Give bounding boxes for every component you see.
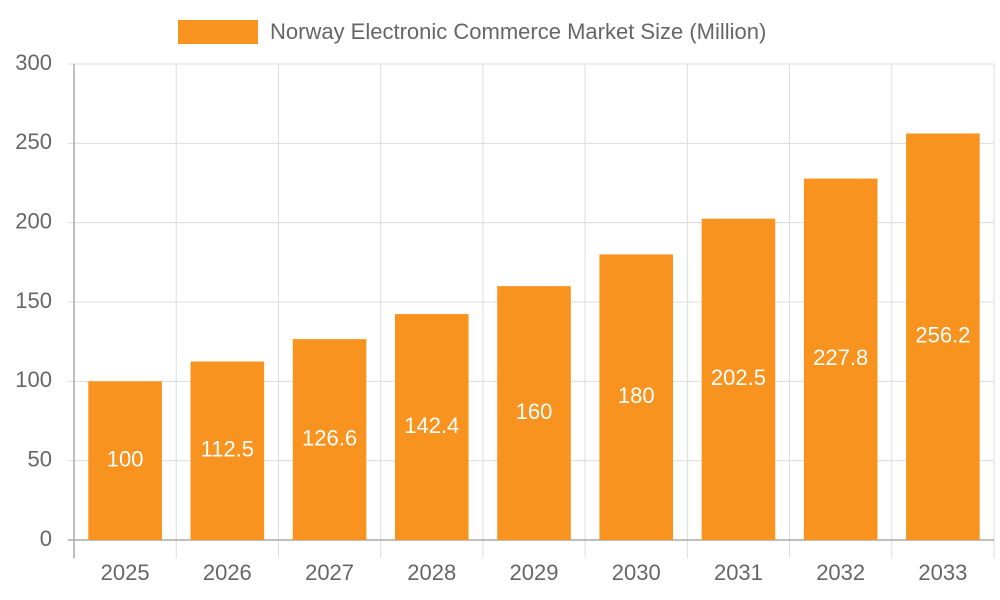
data-label: 180 [618, 383, 655, 408]
x-tick-label: 2027 [305, 560, 354, 585]
x-tick-label: 2029 [510, 560, 559, 585]
y-tick-label: 150 [15, 288, 52, 313]
bar [190, 361, 265, 540]
y-tick-label: 0 [40, 526, 52, 551]
bar [497, 286, 571, 540]
bar [292, 339, 367, 540]
bar [906, 133, 980, 540]
legend-swatch [178, 20, 258, 44]
legend-label: Norway Electronic Commerce Market Size (… [270, 19, 766, 44]
x-tick-label: 2031 [714, 560, 763, 585]
data-label: 160 [516, 399, 553, 424]
bar [803, 178, 878, 541]
bar [701, 218, 776, 540]
data-label: 202.5 [711, 365, 766, 390]
x-tick-label: 2025 [101, 560, 150, 585]
data-label: 256.2 [915, 323, 970, 348]
y-tick-label: 250 [15, 129, 52, 154]
data-label: 100 [107, 446, 144, 471]
bar [599, 254, 674, 540]
data-label: 126.6 [302, 425, 357, 450]
bar [88, 381, 162, 540]
x-tick-label: 2030 [612, 560, 661, 585]
x-tick-label: 2026 [203, 560, 252, 585]
y-tick-label: 300 [15, 50, 52, 75]
data-label: 227.8 [813, 345, 868, 370]
data-label: 142.4 [404, 413, 459, 438]
data-label: 112.5 [201, 437, 254, 462]
x-tick-label: 2028 [407, 560, 456, 585]
y-tick-label: 100 [15, 367, 52, 392]
y-tick-label: 200 [15, 208, 52, 233]
y-tick-label: 50 [28, 446, 52, 471]
x-tick-label: 2033 [918, 560, 967, 585]
bar [394, 314, 469, 540]
x-tick-label: 2032 [816, 560, 865, 585]
